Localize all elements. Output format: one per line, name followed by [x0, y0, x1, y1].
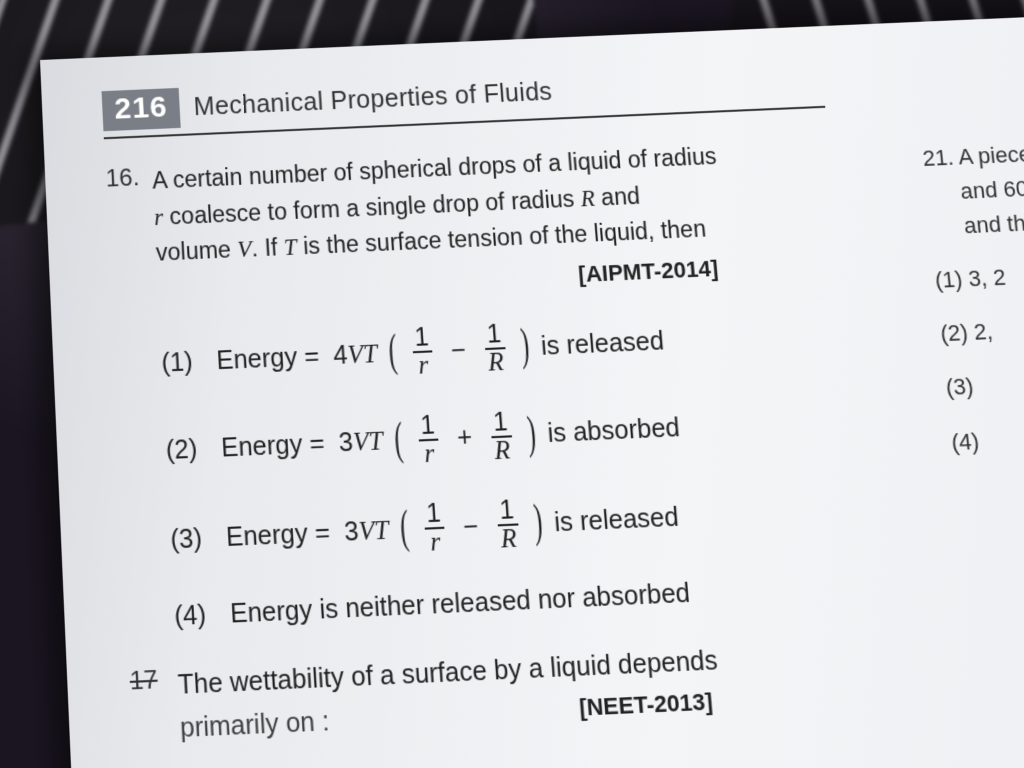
option-lead: Energy = [225, 518, 331, 553]
question-text: The wettability of a surface by a liquid… [177, 640, 723, 750]
exam-tag: [NEET-2013] [578, 684, 714, 727]
fraction-1R: 1 R [495, 496, 521, 554]
question-number: 21. [922, 145, 955, 172]
question-16: 16. A certain number of spherical drops … [105, 121, 1024, 313]
option-number: (2) [165, 435, 208, 467]
rparen-icon: ) [520, 325, 531, 366]
q17-cutoff: primarily on : [179, 707, 330, 744]
option-lead: Energy = [216, 342, 320, 377]
page-header: 216 Mechanical Properties of Fluids [102, 60, 826, 139]
fraction-1r: 1 r [411, 324, 435, 381]
fraction-1r: 1 r [422, 499, 446, 557]
q21-opt3: (3) [944, 361, 1024, 406]
question-number: 16. [105, 163, 153, 193]
q21-opt2: (2) 2, [939, 308, 1024, 353]
q16-option-2: (2) Energy = 3VT ( 1 r + 1 R ) is absorb… [165, 379, 1024, 480]
option-tail: is absorbed [547, 413, 681, 449]
option-tail: is released [553, 502, 680, 538]
q16-option-3: (3) Energy = 3VT ( 1 r − 1 R ) is releas… [169, 467, 1024, 569]
photo-scene: 216 Mechanical Properties of Fluids 16. … [0, 0, 1024, 768]
book-page: 216 Mechanical Properties of Fluids 16. … [40, 12, 1024, 768]
option-tail: is released [540, 326, 665, 361]
question-number: 17 [129, 664, 178, 696]
q16-option-1: (1) Energy = 4VT ( 1 r − 1 R ) is releas… [160, 292, 1024, 392]
q21-line3: and that o [963, 209, 1024, 239]
option-number: (3) [170, 523, 213, 556]
question-17: 17 The wettability of a surface by a liq… [129, 619, 1024, 752]
option-number: (4) [174, 599, 217, 632]
lparen-icon: ( [387, 331, 398, 372]
exam-tag: [AIPMT-2014] [577, 251, 720, 292]
fraction-1r: 1 r [416, 411, 440, 469]
page-number-box: 216 [102, 88, 181, 131]
chapter-title: Mechanical Properties of Fluids [193, 78, 553, 123]
option-number: (1) [161, 347, 203, 379]
rparen-icon: ) [533, 501, 544, 543]
q21-opt4: (4) [950, 415, 1024, 460]
q21-line2: and 60 g in [959, 174, 1024, 204]
fraction-1R: 1 R [488, 408, 514, 466]
q16-options: (1) Energy = 4VT ( 1 r − 1 R ) is releas… [160, 292, 1024, 632]
lparen-icon: ( [399, 507, 410, 549]
q16-option-4: (4) Energy is neither released nor absor… [174, 556, 1024, 632]
lparen-icon: ( [393, 418, 404, 460]
question-text: A certain number of spherical drops of a… [151, 139, 727, 311]
option-lead: Energy = [220, 429, 325, 464]
q21-line1: A piece of s [957, 139, 1024, 169]
question-21-fragment: 21. A piece of s and 60 g in and that o [921, 133, 1024, 246]
option-text: Energy is neither released nor absorbed [229, 578, 691, 630]
q21-opt1: (1) 3, 2 [933, 254, 1024, 298]
fraction-1R: 1 R [482, 320, 508, 377]
rparen-icon: ) [526, 412, 537, 454]
